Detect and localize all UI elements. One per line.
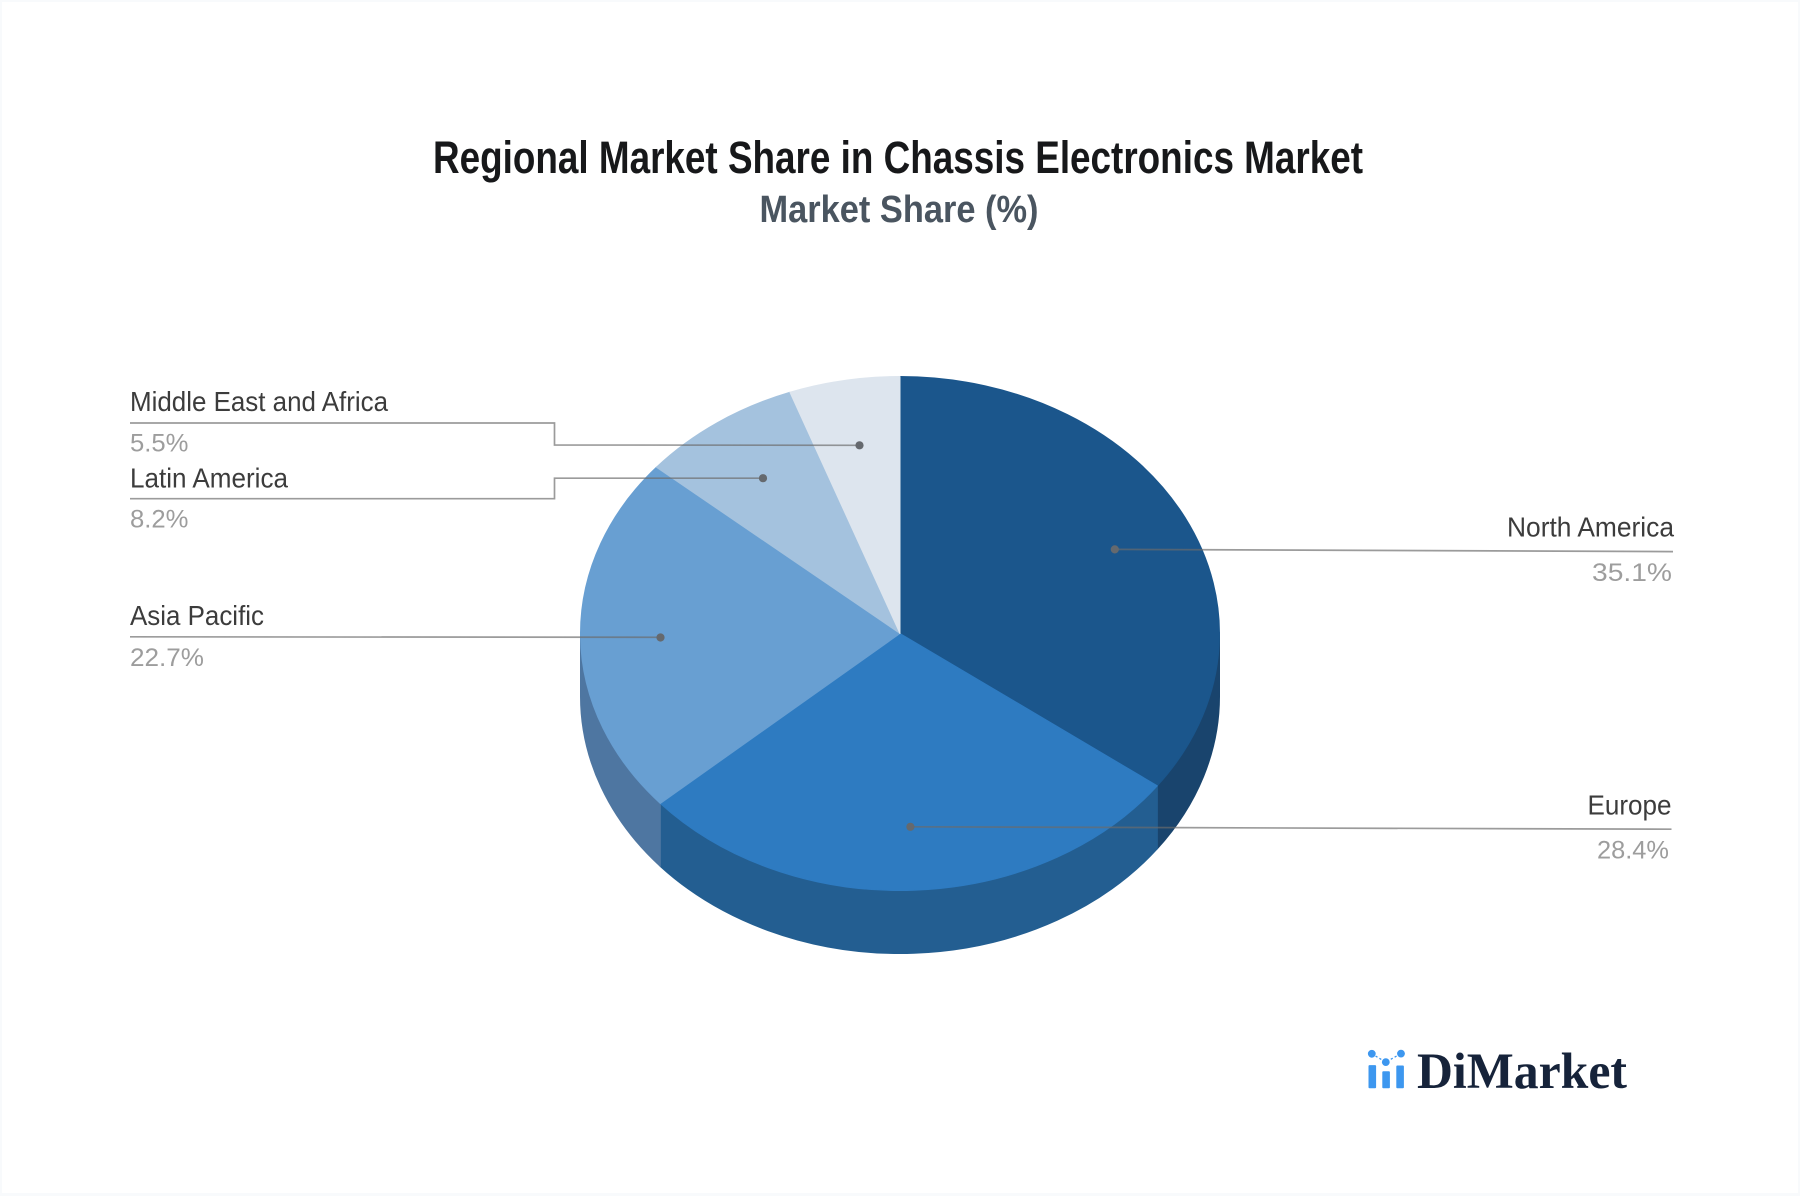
svg-text:Europe: Europe bbox=[1588, 789, 1672, 820]
svg-text:5.5%: 5.5% bbox=[130, 430, 189, 458]
svg-text:Middle East and Africa: Middle East and Africa bbox=[130, 386, 388, 417]
svg-text:North America: North America bbox=[1507, 511, 1674, 542]
svg-text:Market Share (%): Market Share (%) bbox=[760, 189, 1039, 231]
svg-text:Asia Pacific: Asia Pacific bbox=[130, 600, 264, 631]
svg-text:35.1%: 35.1% bbox=[1592, 559, 1672, 587]
svg-text:Latin America: Latin America bbox=[130, 463, 288, 494]
svg-text:28.4%: 28.4% bbox=[1597, 836, 1669, 864]
svg-text:8.2%: 8.2% bbox=[130, 506, 189, 534]
svg-text:DiMarket: DiMarket bbox=[1417, 1044, 1627, 1100]
svg-text:Regional Market Share in Chass: Regional Market Share in Chassis Electro… bbox=[433, 132, 1363, 183]
svg-text:22.7%: 22.7% bbox=[130, 644, 204, 672]
